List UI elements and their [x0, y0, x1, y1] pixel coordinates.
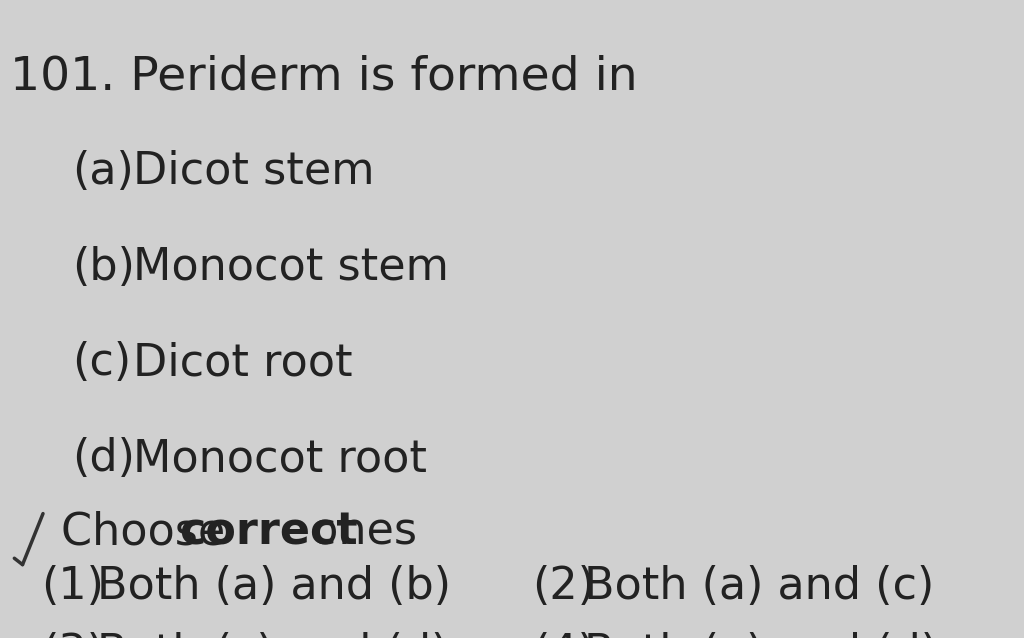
- Text: (a): (a): [72, 150, 133, 193]
- Text: 101. Periderm is formed in: 101. Periderm is formed in: [10, 54, 638, 100]
- Text: Both (c) and (d): Both (c) and (d): [97, 632, 449, 638]
- Text: (c): (c): [72, 341, 131, 384]
- Text: (b): (b): [72, 246, 134, 288]
- Text: Both (a) and (d): Both (a) and (d): [584, 632, 938, 638]
- Text: Monocot root: Monocot root: [133, 437, 427, 480]
- Text: (3): (3): [41, 632, 104, 638]
- Text: Choose: Choose: [61, 510, 240, 553]
- Text: Dicot root: Dicot root: [133, 341, 352, 384]
- Text: (2): (2): [532, 565, 596, 607]
- Text: correct: correct: [179, 510, 357, 553]
- Text: Both (a) and (c): Both (a) and (c): [584, 565, 934, 607]
- Text: (4): (4): [532, 632, 595, 638]
- Text: (d): (d): [72, 437, 134, 480]
- Text: Dicot stem: Dicot stem: [133, 150, 375, 193]
- Text: ones: ones: [297, 510, 417, 553]
- Text: (1): (1): [41, 565, 103, 607]
- Text: Monocot stem: Monocot stem: [133, 246, 449, 288]
- Text: Both (a) and (b): Both (a) and (b): [97, 565, 452, 607]
